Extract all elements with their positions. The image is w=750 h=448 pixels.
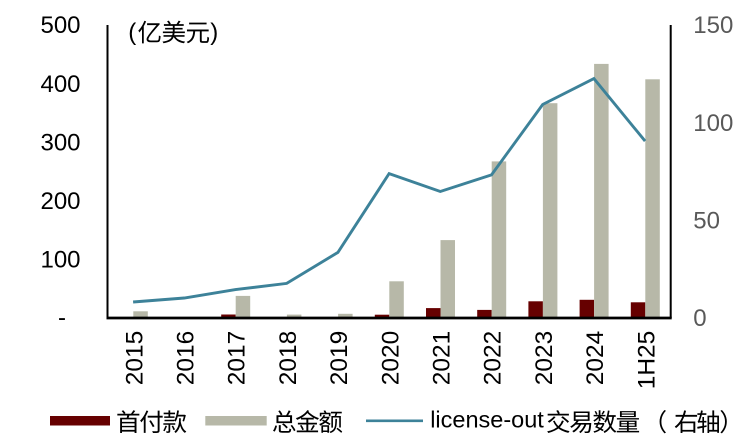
svg-text:2021: 2021 bbox=[429, 331, 456, 386]
svg-text:150: 150 bbox=[693, 12, 733, 39]
svg-text:100: 100 bbox=[40, 247, 80, 274]
svg-text:300: 300 bbox=[40, 129, 80, 156]
svg-text:-: - bbox=[58, 304, 66, 331]
svg-text:2020: 2020 bbox=[377, 331, 404, 386]
svg-text:license-out: license-out bbox=[430, 407, 544, 433]
svg-text:2015: 2015 bbox=[121, 331, 148, 386]
svg-text:500: 500 bbox=[40, 12, 80, 39]
svg-text:50: 50 bbox=[693, 208, 720, 235]
svg-text:2024: 2024 bbox=[582, 331, 609, 386]
svg-text:2018: 2018 bbox=[275, 331, 302, 386]
svg-text:1H25: 1H25 bbox=[633, 331, 660, 390]
svg-text:2022: 2022 bbox=[480, 331, 507, 386]
svg-text:2016: 2016 bbox=[173, 331, 200, 386]
svg-text:100: 100 bbox=[693, 110, 733, 137]
svg-text:200: 200 bbox=[40, 188, 80, 215]
svg-text:400: 400 bbox=[40, 71, 80, 98]
svg-text:2023: 2023 bbox=[531, 331, 558, 386]
svg-text:2019: 2019 bbox=[326, 331, 353, 386]
svg-text:(: ( bbox=[128, 19, 136, 46]
svg-text:): ) bbox=[210, 19, 218, 46]
svg-text:0: 0 bbox=[693, 305, 706, 332]
svg-text:2017: 2017 bbox=[224, 331, 251, 386]
